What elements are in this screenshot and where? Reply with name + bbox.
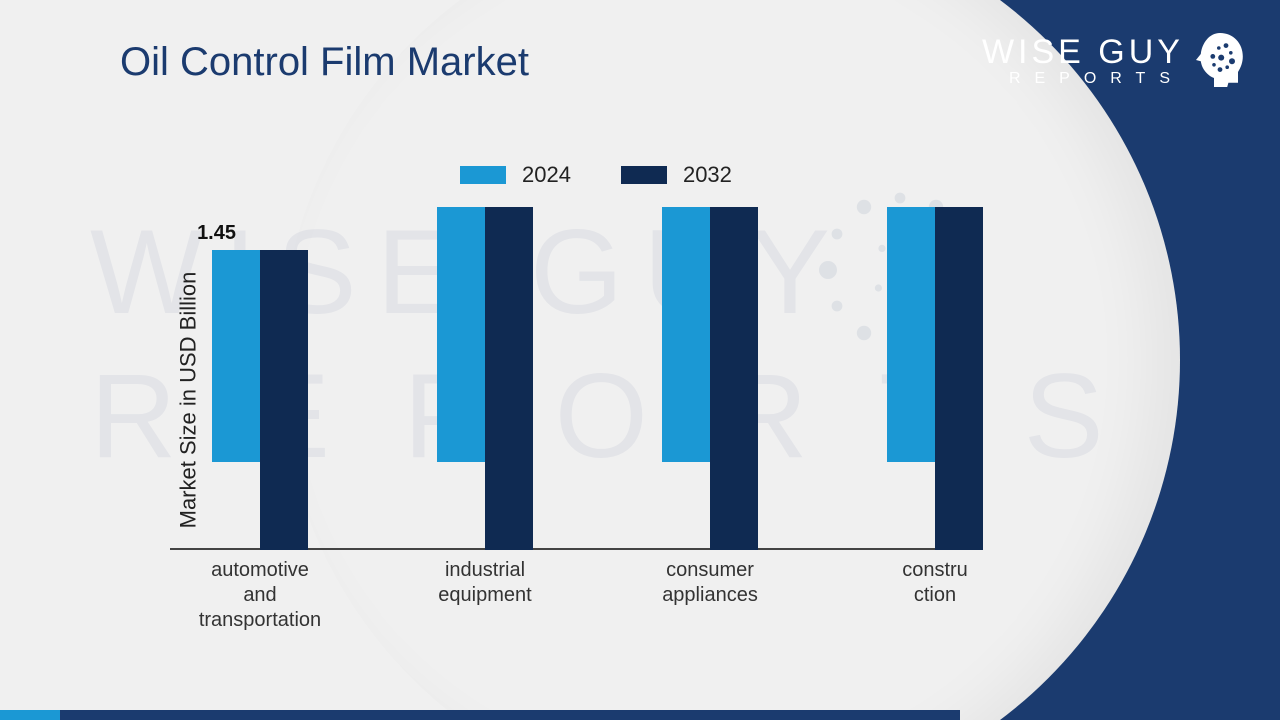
bar-group [855,207,1015,550]
bar-group: 1.45 [180,250,340,550]
x-axis-category-label: industrialequipment [405,558,565,608]
x-axis-category-label: consumerappliances [630,558,790,608]
bar [485,207,533,550]
plot-area: 1.45 [170,170,950,550]
bar-group [630,207,790,550]
bar-group [405,207,565,550]
logo-line2: REPORTS [982,70,1184,88]
chart-area: Market Size in USD Billion 1.45 automoti… [60,160,960,640]
bar: 1.45 [212,250,260,462]
page-root: WISE GUY R E P O R T S Oil Control Film … [0,0,1280,720]
bar [662,207,710,463]
bar [887,207,935,463]
x-axis-category-label: automotiveandtransportation [180,558,340,633]
head-icon [1190,30,1250,90]
logo-line1: WISE GUY [982,33,1184,72]
bottom-bar-accent [0,710,60,720]
bottom-bar [0,710,960,720]
bar [260,250,308,550]
bar [710,207,758,550]
chart-title: Oil Control Film Market [120,40,529,85]
bar [437,207,485,463]
brand-logo: WISE GUY REPORTS [982,30,1250,90]
x-axis-labels: automotiveandtransportation industrialequ… [170,558,950,638]
bar-value-label: 1.45 [197,222,236,245]
bar [935,207,983,550]
x-axis-category-label: construction [855,558,1015,608]
